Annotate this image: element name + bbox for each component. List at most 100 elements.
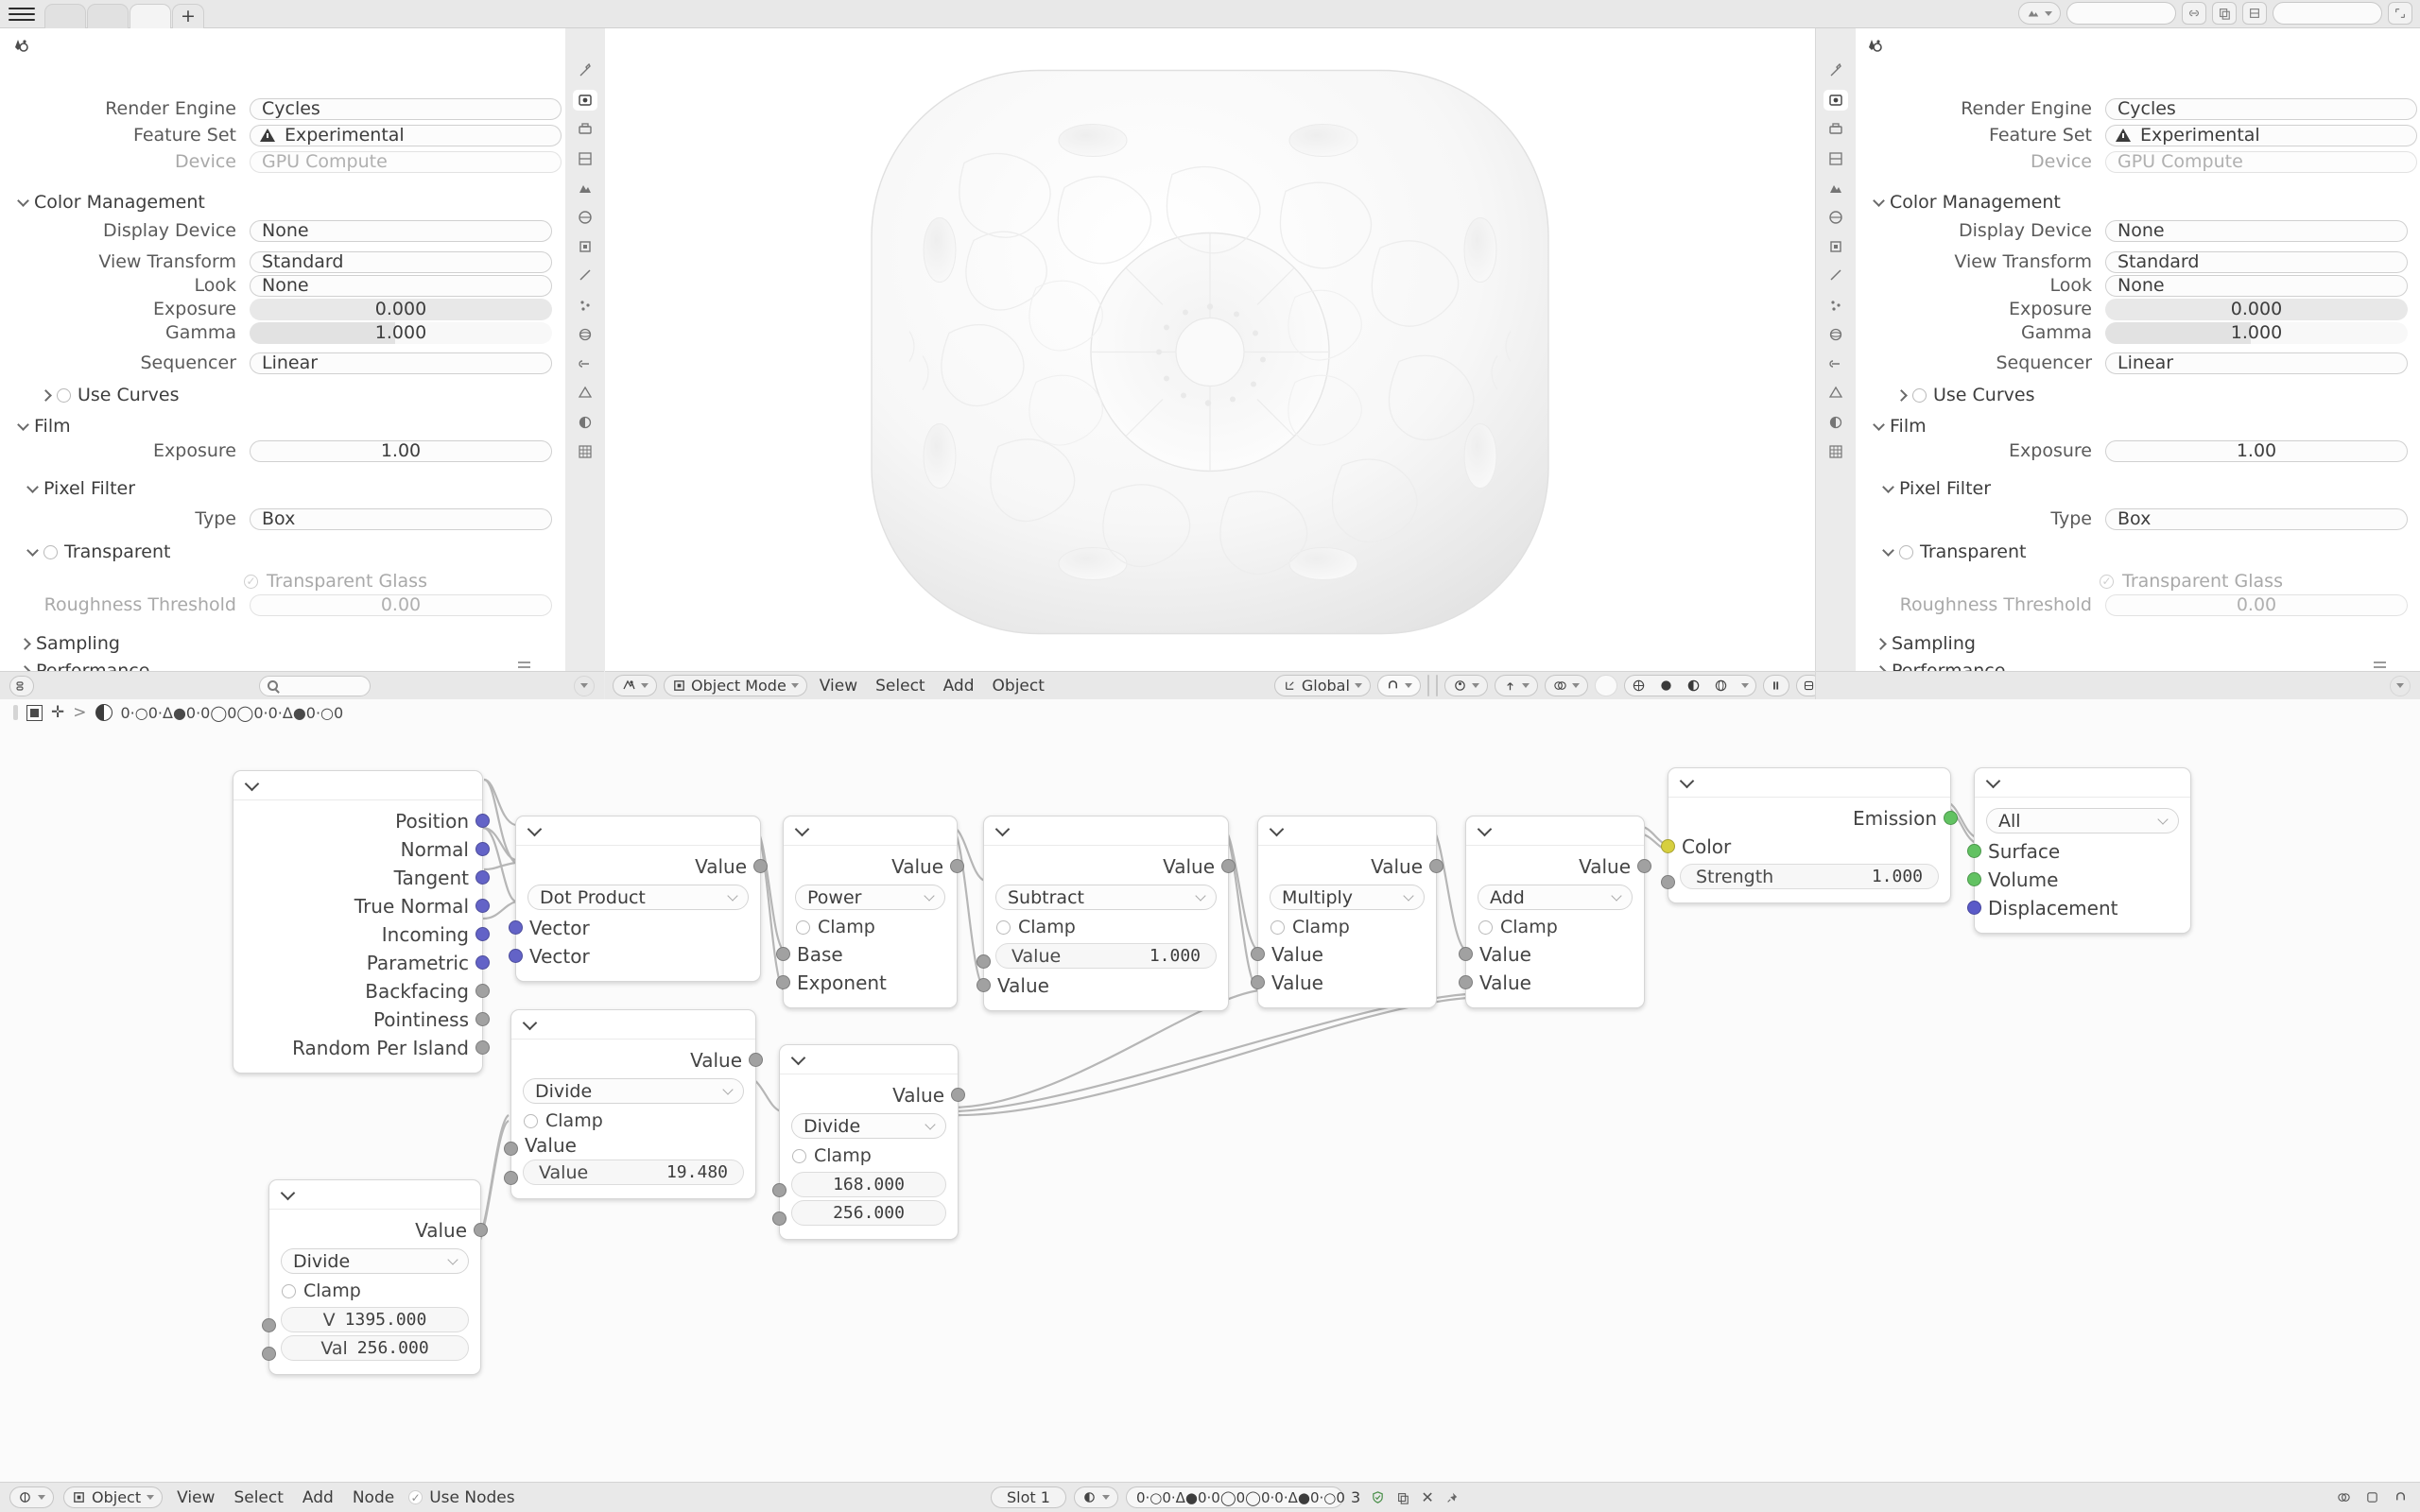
socket-divide-mid-value2[interactable] bbox=[504, 1171, 518, 1185]
display-device-dropdown-right[interactable]: None bbox=[2105, 219, 2408, 242]
pixel-filter-type-dropdown[interactable]: Box bbox=[250, 507, 552, 530]
socket-divide-mid-value[interactable] bbox=[749, 1053, 763, 1067]
new-material-icon[interactable] bbox=[1394, 1489, 1411, 1506]
transparent-checkbox-right[interactable] bbox=[1899, 544, 1913, 559]
particle-properties-tab[interactable] bbox=[573, 295, 597, 316]
look-dropdown[interactable]: None bbox=[250, 274, 552, 297]
viewport-menu-select[interactable]: Select bbox=[875, 676, 925, 696]
tool-icon[interactable] bbox=[573, 60, 597, 81]
use-curves-row-right[interactable]: Use Curves bbox=[1895, 385, 2035, 405]
chevron-down-icon[interactable] bbox=[1269, 821, 1285, 836]
shading-rendered-button[interactable] bbox=[1707, 676, 1735, 696]
chevron-down-icon[interactable] bbox=[527, 821, 543, 836]
sampling-section-header-right[interactable]: Sampling bbox=[1875, 633, 1976, 654]
view-layer-properties-tab-right[interactable] bbox=[1824, 148, 1848, 169]
pixel-filter-section-header[interactable]: Pixel Filter bbox=[26, 478, 135, 499]
film-exposure-slider[interactable]: 1.00 bbox=[250, 439, 552, 462]
socket-subtract-value1[interactable] bbox=[977, 954, 991, 969]
node-math-add[interactable]: Value Add Clamp Value Value bbox=[1459, 816, 1651, 1008]
roughness-threshold-field[interactable]: 0.00 bbox=[250, 593, 552, 616]
node-options-icon[interactable] bbox=[2361, 1487, 2382, 1508]
chevron-down-icon[interactable] bbox=[522, 1015, 538, 1030]
socket-emission-out[interactable] bbox=[1944, 811, 1958, 825]
socket-power-value[interactable] bbox=[950, 859, 964, 873]
subtract-clamp-checkbox[interactable] bbox=[996, 919, 1011, 935]
divide-right-field-1[interactable]: 168.000 bbox=[791, 1172, 946, 1197]
socket-row-backfacing[interactable]: Backfacing bbox=[233, 977, 490, 1005]
view-transform-dropdown[interactable]: Standard bbox=[250, 250, 552, 273]
modifier-properties-tab-right[interactable] bbox=[1824, 266, 1848, 286]
chevron-down-icon[interactable] bbox=[1985, 773, 2001, 788]
node-header-divide-right[interactable] bbox=[780, 1045, 958, 1074]
socket-row-multiply-value1[interactable]: Value bbox=[1251, 940, 1436, 969]
socket-row-position[interactable]: Position bbox=[233, 807, 490, 835]
render-properties-tab[interactable] bbox=[573, 90, 597, 111]
socket-row-pointiness[interactable]: Pointiness bbox=[233, 1005, 490, 1034]
transparent-checkbox[interactable] bbox=[43, 544, 58, 559]
physics-properties-tab[interactable] bbox=[573, 324, 597, 345]
socket-row-subtract-value-out[interactable]: Value bbox=[984, 852, 1236, 881]
socket-row-power-exponent[interactable]: Exponent bbox=[776, 969, 957, 997]
device-dropdown-right[interactable]: GPU Compute bbox=[2105, 150, 2417, 173]
node-material-output[interactable]: All Surface Volume Displacement bbox=[1967, 767, 2191, 934]
node-math-divide-mid[interactable]: Value Divide Clamp Value Value 19.480 bbox=[504, 1009, 763, 1199]
socket-row-add-value2[interactable]: Value bbox=[1459, 969, 1644, 997]
view-layer-button[interactable] bbox=[2242, 2, 2267, 25]
socket-row-vecmath-value-out[interactable]: Value bbox=[516, 852, 768, 881]
transparent-glass-checkbox-right[interactable]: ✓ bbox=[2100, 574, 2114, 589]
material-slot-selector[interactable]: Slot 1 bbox=[991, 1486, 1066, 1508]
socket-parametric[interactable] bbox=[475, 955, 490, 970]
socket-row-emission-out[interactable]: Emission bbox=[1668, 804, 1958, 833]
color-management-section-header-right[interactable]: Color Management bbox=[1873, 192, 2061, 213]
add-operation-dropdown[interactable]: Add bbox=[1478, 885, 1633, 910]
divide-mid-value-field[interactable]: Value 19.480 bbox=[523, 1160, 744, 1185]
socket-divide-right-value2[interactable] bbox=[772, 1211, 786, 1226]
view-transform-dropdown-right[interactable]: Standard bbox=[2105, 250, 2408, 273]
multiply-operation-dropdown[interactable]: Multiply bbox=[1270, 885, 1425, 910]
power-clamp-row[interactable]: Clamp bbox=[784, 914, 957, 940]
socket-emission-color[interactable] bbox=[1661, 839, 1675, 853]
node-header-divide-left[interactable] bbox=[269, 1180, 480, 1210]
material-name-field[interactable]: 0·○0·Δ●0·0◯0◯0·0·Δ●0·○0 bbox=[1125, 1486, 1345, 1508]
expand-button[interactable] bbox=[2388, 2, 2412, 25]
socket-divide-right-value1[interactable] bbox=[772, 1183, 786, 1197]
subtract-value-field[interactable]: Value 1.000 bbox=[995, 943, 1217, 969]
socket-row-add-value-out[interactable]: Value bbox=[1466, 852, 1651, 881]
chevron-down-icon[interactable] bbox=[244, 776, 260, 791]
socket-vecmath-value[interactable] bbox=[753, 859, 768, 873]
socket-add-value[interactable] bbox=[1637, 859, 1651, 873]
object-properties-tab[interactable] bbox=[573, 236, 597, 257]
film-section-header-right[interactable]: Film bbox=[1873, 416, 1927, 437]
shading-options-button[interactable] bbox=[1795, 675, 1815, 696]
socket-row-tangent[interactable]: Tangent bbox=[233, 864, 490, 892]
node-geometry[interactable]: Position Normal Tangent True Normal Inco… bbox=[233, 770, 490, 1074]
socket-tangent[interactable] bbox=[475, 870, 490, 885]
material-properties-tab-right[interactable] bbox=[1824, 412, 1848, 433]
node-header-math-subtract[interactable] bbox=[984, 816, 1228, 846]
constraint-properties-tab-right[interactable] bbox=[1824, 353, 1848, 374]
color-management-section-header[interactable]: Color Management bbox=[17, 192, 205, 213]
pin-icon[interactable] bbox=[13, 705, 18, 720]
socket-row-multiply-value-out[interactable]: Value bbox=[1258, 852, 1443, 881]
socket-multiply-value[interactable] bbox=[1429, 859, 1443, 873]
socket-divide-left-value[interactable] bbox=[474, 1223, 488, 1237]
socket-emission-strength[interactable] bbox=[1661, 875, 1675, 889]
transparent-section-header-right[interactable]: Transparent bbox=[1882, 541, 2027, 562]
node-header-math-power[interactable] bbox=[784, 816, 957, 846]
transparent-section-header[interactable]: Transparent bbox=[26, 541, 171, 562]
use-nodes-row[interactable]: ✓ Use Nodes bbox=[408, 1488, 515, 1507]
multiply-clamp-row[interactable]: Clamp bbox=[1258, 914, 1436, 940]
chevron-down-icon[interactable] bbox=[280, 1185, 296, 1200]
socket-row-incoming[interactable]: Incoming bbox=[233, 920, 490, 949]
snap-icon[interactable] bbox=[2390, 1487, 2411, 1508]
emission-strength-field[interactable]: Strength 1.000 bbox=[1680, 864, 1939, 889]
use-curves-row[interactable]: Use Curves bbox=[40, 385, 180, 405]
node-math-multiply[interactable]: Value Multiply Clamp Value Value bbox=[1251, 816, 1443, 1008]
socket-vecmath-vector2[interactable] bbox=[509, 949, 523, 963]
socket-row-volume[interactable]: Volume bbox=[1967, 866, 2190, 894]
pixel-filter-section-header-right[interactable]: Pixel Filter bbox=[1882, 478, 1991, 499]
transparent-glass-row-right[interactable]: ✓ Transparent Glass bbox=[2100, 570, 2283, 593]
divide-left-clamp-checkbox[interactable] bbox=[282, 1283, 296, 1298]
node-header-material-output[interactable] bbox=[1975, 768, 2190, 798]
output-properties-tab-right[interactable] bbox=[1824, 119, 1848, 140]
